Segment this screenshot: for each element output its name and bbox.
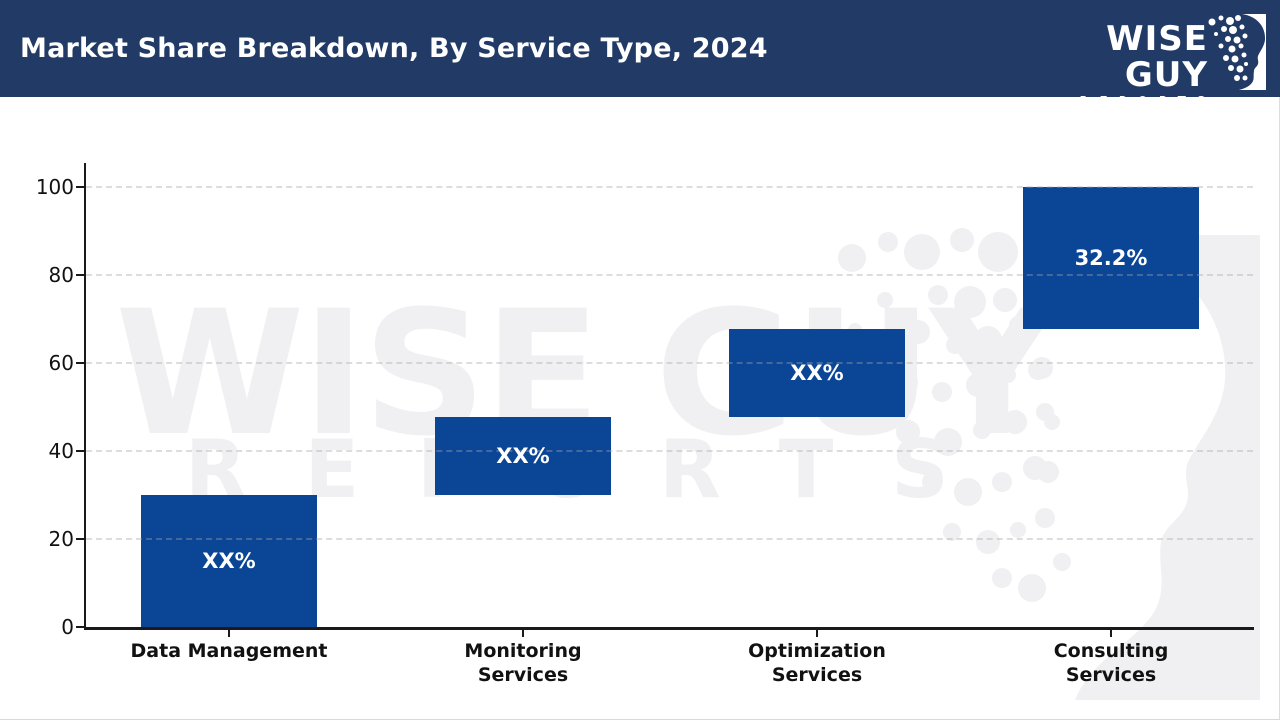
y-tick-label: 100	[35, 175, 74, 199]
category-label-2: Monitoring Services	[464, 640, 582, 686]
brand-face-icon	[1208, 14, 1266, 90]
gridline-y80	[86, 274, 1253, 276]
gridline-y60	[86, 362, 1253, 364]
brand-logo-text: WISE GUY REPORTS	[1016, 19, 1208, 110]
x-axis-line	[84, 627, 1254, 630]
chart-title: Market Share Breakdown, By Service Type,…	[20, 33, 768, 64]
y-tick-mark	[76, 450, 84, 452]
category-label-3: Optimization Services	[748, 640, 886, 686]
bar-segment-2	[435, 416, 611, 495]
category-label-4: Consulting Services	[1053, 640, 1169, 686]
brand-name: WISE GUY	[1106, 19, 1208, 95]
y-tick-mark	[76, 362, 84, 364]
bar-value-label: 32.2%	[1074, 245, 1148, 270]
x-tick-mark	[522, 630, 524, 637]
bar-segment-4	[1023, 187, 1199, 329]
category-label-1: Data Management	[130, 640, 328, 662]
watermark-face-dots	[838, 228, 1260, 700]
x-tick-mark	[228, 630, 230, 637]
x-tick-mark	[1110, 630, 1112, 637]
x-tick-mark	[816, 630, 818, 637]
brand-subname: REPORTS	[1079, 95, 1216, 111]
gridline-y40	[86, 450, 1253, 452]
y-tick-mark	[76, 538, 84, 540]
header-bar: Market Share Breakdown, By Service Type,…	[0, 0, 1280, 110]
y-axis-line	[84, 163, 86, 629]
bar-segment-3	[729, 328, 905, 417]
y-tick-label: 0	[61, 615, 74, 639]
y-tick-label: 80	[48, 263, 74, 287]
y-tick-mark	[76, 274, 84, 276]
bar-segment-1	[141, 495, 317, 627]
y-tick-label: 20	[48, 527, 74, 551]
y-tick-label: 60	[48, 351, 74, 375]
gridline-y20	[86, 538, 1253, 540]
gridline-y100	[86, 186, 1253, 188]
bar-value-label: XX%	[496, 443, 550, 468]
bar-value-label: XX%	[790, 360, 844, 385]
y-tick-label: 40	[48, 439, 74, 463]
brand-logo: WISE GUY REPORTS	[1016, 8, 1266, 110]
bar-value-label: XX%	[202, 549, 256, 573]
y-tick-mark	[76, 186, 84, 188]
y-tick-mark	[76, 626, 84, 628]
